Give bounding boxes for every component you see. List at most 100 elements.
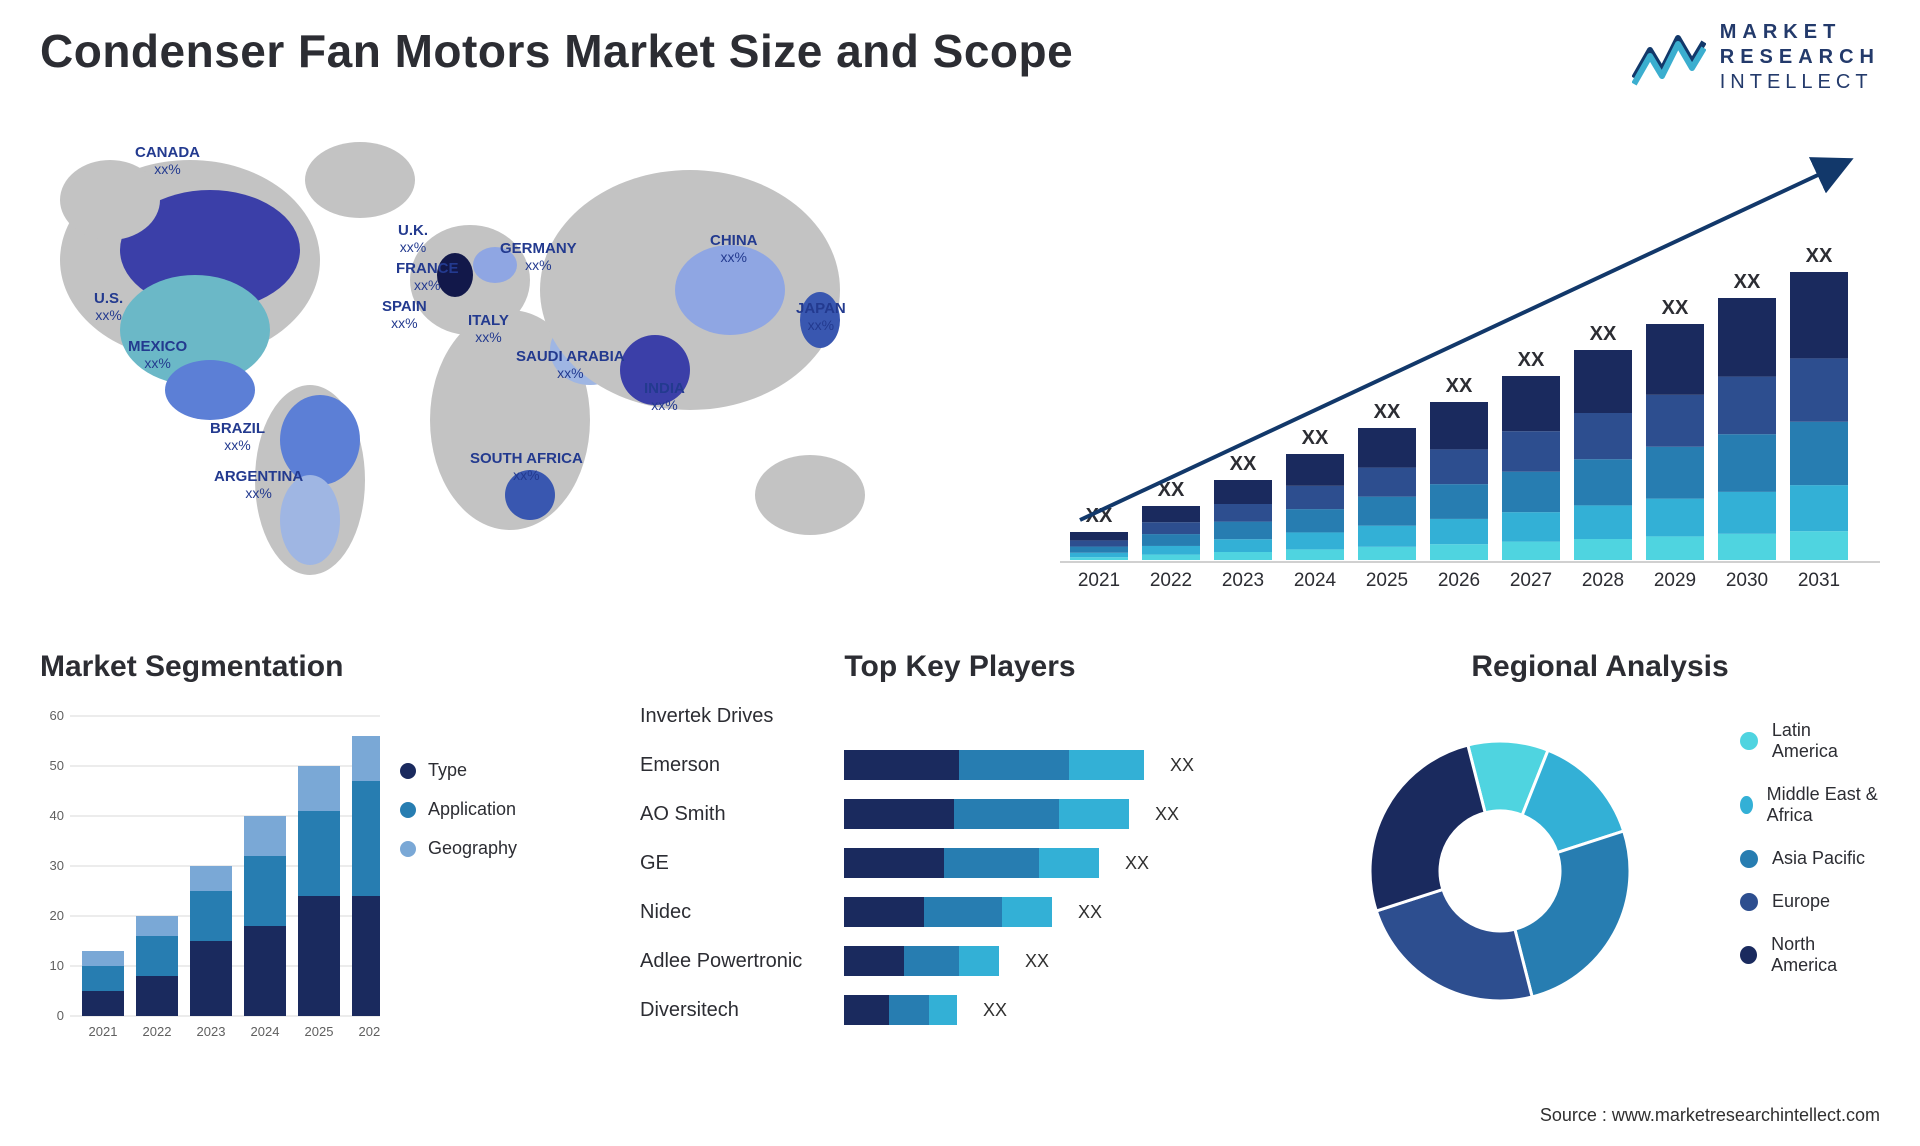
player-bar [844,897,1052,927]
segmentation-legend: TypeApplicationGeography [400,760,517,877]
players-title: Top Key Players [640,650,1280,684]
segmentation-panel: Market Segmentation 0 10 20 30 40 50 60 2021 202… [40,650,600,1080]
segmentation-title: Market Segmentation [40,650,600,684]
map-label-canada: CANADAxx% [135,144,200,177]
svg-text:10: 10 [50,958,64,973]
svg-text:2023: 2023 [1222,570,1264,591]
map-label-germany: GERMANYxx% [500,240,577,273]
map-label-brazil: BRAZILxx% [210,420,265,453]
regional-legend: Latin America Middle East & Africa Asia Pa… [1740,720,1880,998]
map-label-japan: JAPANxx% [796,300,846,333]
player-value: XX [1078,902,1102,923]
player-name: Nidec [640,901,830,924]
player-name: Emerson [640,754,830,777]
map-label-south-africa: SOUTH AFRICAxx% [470,450,583,483]
map-label-italy: ITALYxx% [468,312,509,345]
svg-text:40: 40 [50,808,64,823]
player-name: Invertek Drives [640,705,830,728]
player-row: AO Smith XX [640,794,1280,834]
page-title: Condenser Fan Motors Market Size and Sco… [40,24,1880,78]
player-name: AO Smith [640,803,830,826]
player-bar [844,799,1129,829]
svg-text:2022: 2022 [143,1024,172,1039]
region-legend-item: Middle East & Africa [1740,784,1880,826]
svg-text:60: 60 [50,708,64,723]
svg-text:2026: 2026 [359,1024,380,1039]
svg-text:2030: 2030 [1726,570,1768,591]
region-legend-item: Latin America [1740,720,1880,762]
svg-text:2022: 2022 [1150,570,1192,591]
map-label-mexico: MEXICOxx% [128,338,187,371]
region-legend-item: Europe [1740,891,1880,912]
svg-text:XX: XX [1374,401,1401,423]
player-value: XX [1025,951,1049,972]
player-bar [844,848,1099,878]
seg-legend-type: Type [400,760,517,781]
player-row: Nidec XX [640,892,1280,932]
map-label-saudi-arabia: SAUDI ARABIAxx% [516,348,625,381]
seg-legend-geography: Geography [400,838,517,859]
logo-line-1: MARKET [1720,20,1880,45]
map-label-argentina: ARGENTINAxx% [214,468,303,501]
svg-text:2023: 2023 [197,1024,226,1039]
player-value: XX [1170,755,1194,776]
player-row: Adlee Powertronic XX [640,941,1280,981]
player-value: XX [1125,853,1149,874]
player-bar [844,750,1144,780]
player-value: XX [983,1000,1007,1021]
regional-title: Regional Analysis [1320,650,1880,684]
source-label: Source : www.marketresearchintellect.com [1540,1105,1880,1126]
svg-text:2021: 2021 [89,1024,118,1039]
svg-text:0: 0 [57,1008,64,1023]
svg-text:XX: XX [1518,349,1545,371]
player-row: Diversitech XX [640,990,1280,1030]
svg-text:2021: 2021 [1078,570,1120,591]
svg-text:2024: 2024 [251,1024,280,1039]
svg-text:XX: XX [1662,297,1689,319]
map-label-india: INDIAxx% [644,380,685,413]
player-name: Adlee Powertronic [640,950,830,973]
svg-text:XX: XX [1806,245,1833,267]
logo-line-3: INTELLECT [1720,70,1880,95]
players-panel: Top Key Players Invertek Drives Emerson XX… [640,650,1280,1080]
player-bar [844,995,957,1025]
svg-text:20: 20 [50,908,64,923]
map-label-china: CHINAxx% [710,232,758,265]
logo-icon [1632,30,1706,86]
growth-bar-chart: XX 2021 XX 2022 XX 2023 XX 2024 XX 2025 XX 2026 XX 20… [1060,100,1880,630]
map-label-france: FRANCExx% [396,260,459,293]
region-legend-item: Asia Pacific [1740,848,1880,869]
segmentation-chart: 0 10 20 30 40 50 60 2021 2022 2023 2024 2025 2026 [40,696,380,1046]
player-row: Emerson XX [640,745,1280,785]
svg-text:2025: 2025 [1366,570,1408,591]
map-label-spain: SPAINxx% [382,298,427,331]
map-label-u-k-: U.K.xx% [398,222,428,255]
svg-text:2024: 2024 [1294,570,1337,591]
svg-text:30: 30 [50,858,64,873]
svg-text:2027: 2027 [1510,570,1552,591]
svg-text:50: 50 [50,758,64,773]
svg-text:XX: XX [1446,375,1473,397]
svg-text:2026: 2026 [1438,570,1480,591]
player-name: Diversitech [640,999,830,1022]
regional-panel: Regional Analysis Latin America Middle Ea… [1320,650,1880,1080]
svg-text:XX: XX [1590,323,1617,345]
player-name: GE [640,852,830,875]
player-row: Invertek Drives [640,696,1280,736]
svg-text:2029: 2029 [1654,570,1696,591]
svg-text:2031: 2031 [1798,570,1840,591]
region-legend-item: North America [1740,934,1880,976]
player-value: XX [1155,804,1179,825]
svg-text:XX: XX [1734,271,1761,293]
svg-text:2025: 2025 [305,1024,334,1039]
players-list: Invertek DrivesEmersonXXAO SmithXXGEXXNi… [640,696,1280,1030]
world-map: CANADAxx% U.S.xx%MEXICOxx% BRAZILxx% ARGENT… [40,100,1020,630]
map-label-u-s-: U.S.xx% [94,290,123,323]
svg-text:XX: XX [1230,453,1257,475]
svg-text:2028: 2028 [1582,570,1624,591]
logo-line-2: RESEARCH [1720,45,1880,70]
player-bar [844,946,999,976]
svg-text:XX: XX [1302,427,1329,449]
regional-donut [1320,696,1700,1026]
player-row: GE XX [640,843,1280,883]
